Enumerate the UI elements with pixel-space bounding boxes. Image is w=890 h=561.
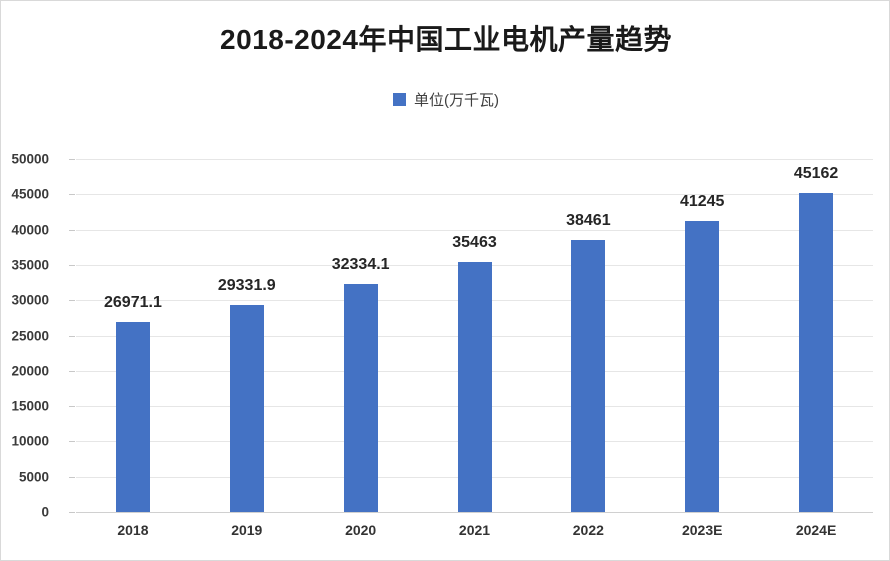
y-axis-tick-label: 25000 [11,328,49,343]
y-axis-tick-mark [69,159,75,160]
y-axis-tick-mark [69,264,75,266]
y-axis-tick-label: 30000 [11,292,49,308]
y-axis-tick-mark [69,335,75,337]
chart-legend: 单位(万千瓦) [1,89,889,110]
bar[interactable] [799,193,834,512]
y-axis-tick-mark [69,406,75,408]
x-axis-tick-label: 2024E [795,522,837,538]
y-axis-tick-mark [69,370,75,372]
y-axis-tick-mark [69,476,75,478]
x-axis-tick-label: 2019 [231,522,263,538]
bar[interactable] [343,283,378,512]
y-axis-tick-mark [69,300,75,302]
x-axis-tick-label: 2023E [681,522,723,538]
y-axis-tick-label: 10000 [11,433,49,449]
bar-value-label: 29331.9 [217,276,276,294]
legend-color-swatch-icon [393,93,406,106]
bar[interactable] [685,220,720,512]
bar-value-label: 41245 [679,192,725,210]
bar-value-label: 35463 [452,233,497,251]
y-axis-tick-label: 50000 [11,151,49,167]
y-axis-tick-label: 15000 [11,398,49,414]
bar-value-label: 38461 [566,212,611,230]
y-axis-tick-label: 20000 [11,363,49,379]
y-axis-tick-labels: 50000 45000 40000 35000 30000 25000 20000 15000… [1,152,49,520]
x-axis-tick-label: 2022 [572,522,604,538]
x-axis-tick-label: 2020 [345,522,377,538]
gridline [76,512,873,513]
bar-value-label: 32334.1 [331,255,390,273]
gridline [76,194,873,196]
y-axis-tick-mark [69,441,75,443]
bar-value-label: 26971.1 [104,293,162,311]
bar[interactable] [229,304,264,512]
y-axis-tick-label: 35000 [11,257,49,273]
bar[interactable] [115,321,150,512]
y-axis-tick-mark [69,194,75,196]
y-axis-tick-label: 40000 [11,222,49,238]
y-axis-tick-label: 0 [41,504,49,520]
bar[interactable] [571,240,606,512]
y-axis-tick-mark [69,229,75,231]
gridline [76,229,873,231]
bar[interactable] [457,261,492,512]
chart-title: 2018-2024年中国工业电机产量趋势 [220,24,672,55]
y-axis-tick-mark [69,512,75,513]
gridline [76,159,873,160]
y-axis-tick-label: 5000 [18,469,49,485]
plot-area [69,159,873,513]
y-axis-tick-label: 45000 [11,186,49,202]
x-axis-tick-label: 2018 [117,522,149,538]
bar-value-label: 45162 [793,165,839,183]
legend-item-label: 单位(万千瓦) [414,92,499,109]
x-axis-tick-label: 2021 [458,522,491,538]
